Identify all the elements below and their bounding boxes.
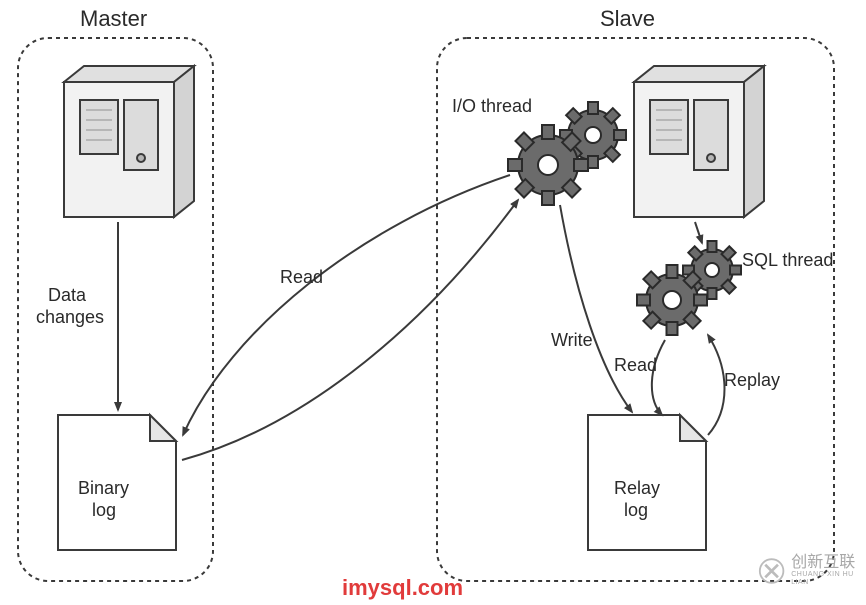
data-changes-label-2: changes [36, 307, 104, 328]
master-title: Master [80, 6, 147, 32]
diagram-canvas: Master Slave Data changes Read I/O threa… [0, 0, 866, 605]
arrow-replay [708, 335, 725, 435]
slave-server-icon [634, 66, 764, 217]
slave-title: Slave [600, 6, 655, 32]
relay-log-label-2: log [624, 500, 648, 521]
write-label: Write [551, 330, 593, 351]
diagram-svg [0, 0, 866, 605]
sql-thread-gears-icon [623, 229, 754, 350]
binary-log-label-1: Binary [78, 478, 129, 499]
arrow-server-to-sql [695, 222, 702, 243]
master-server-icon [64, 66, 194, 217]
sql-thread-label: SQL thread [742, 250, 833, 271]
arrow-binlog-to-io [182, 200, 518, 460]
arrow-read-binlog [183, 175, 510, 435]
cx-logo-icon [758, 556, 785, 586]
arrow-write-relaylog [560, 205, 632, 412]
watermark-cx-text: 创新互联 [791, 555, 866, 571]
read-label-cross: Read [280, 267, 323, 288]
io-thread-label: I/O thread [452, 96, 532, 117]
watermark-imysql: imysql.com [342, 575, 463, 601]
binary-log-label-2: log [92, 500, 116, 521]
relay-log-label-1: Relay [614, 478, 660, 499]
watermark-cx: 创新互联 CHUANG XIN HU LIAN [758, 555, 866, 588]
data-changes-label-1: Data [48, 285, 86, 306]
watermark-cx-sub: CHUANG XIN HU LIAN [791, 571, 866, 588]
arrow-read-relaylog [652, 340, 665, 415]
replay-label: Replay [724, 370, 780, 391]
read-label-slave: Read [614, 355, 657, 376]
